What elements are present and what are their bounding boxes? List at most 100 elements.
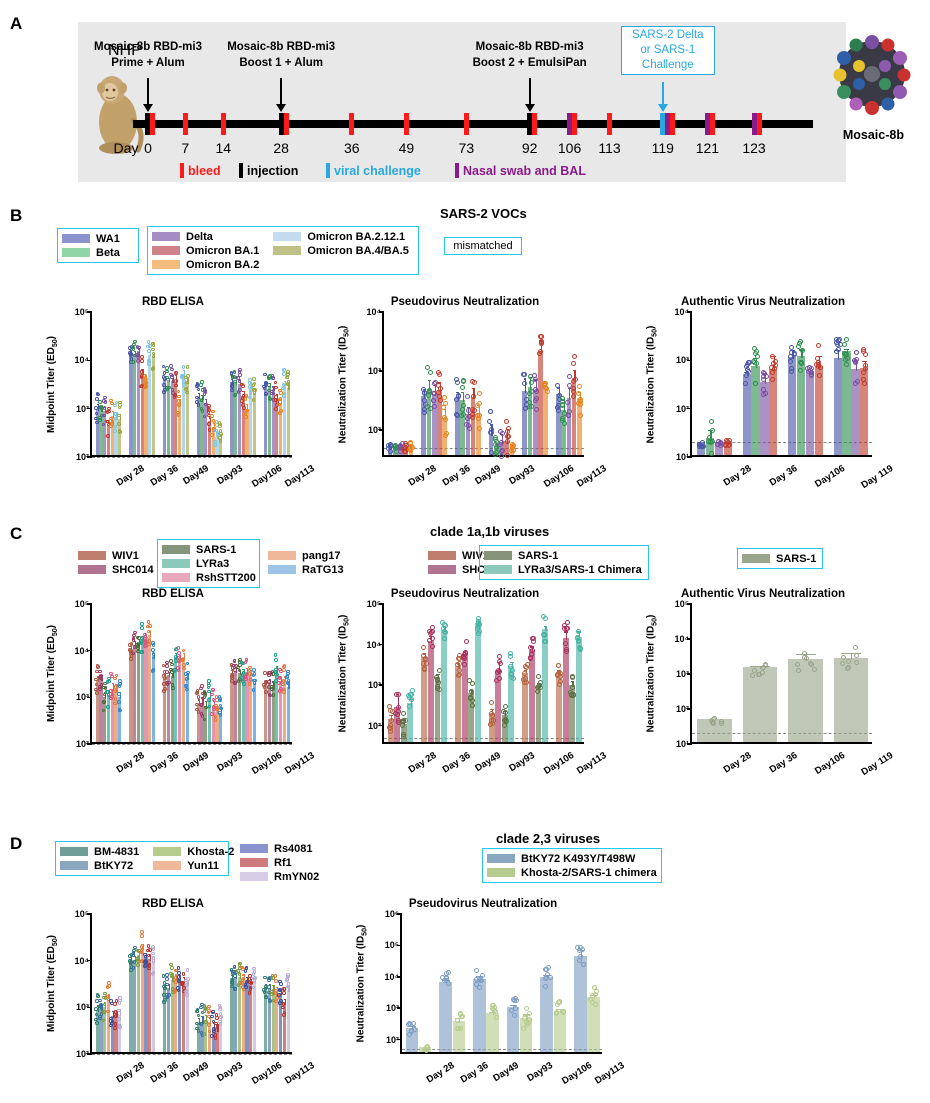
data-point: [853, 645, 859, 651]
bar: [185, 984, 189, 1052]
data-point: [143, 638, 148, 643]
data-point: [162, 371, 167, 375]
y-axis-tick-label: 10³: [675, 669, 689, 679]
y-axis-tick-mark: [379, 370, 384, 372]
data-point: [210, 711, 214, 716]
data-point: [131, 966, 136, 970]
data-point: [117, 1017, 121, 1021]
bar: [114, 690, 118, 742]
bar: [282, 384, 286, 455]
data-point: [286, 982, 291, 987]
bar: [163, 677, 167, 742]
bar: [742, 666, 778, 742]
error-bar-cap: [201, 1016, 204, 1018]
data-point: [131, 636, 136, 641]
error-bar: [851, 652, 853, 661]
data-point: [94, 677, 98, 682]
data-point: [140, 622, 144, 626]
y-axis-tick-label: 10⁵: [74, 909, 89, 919]
data-point: [218, 1012, 223, 1016]
data-point: [207, 422, 211, 426]
error-bar-cap: [152, 652, 155, 654]
data-point: [165, 660, 169, 665]
error-bar-cap: [249, 670, 253, 672]
data-point: [478, 977, 484, 983]
error-bar-cap: [182, 370, 185, 372]
data-point: [173, 393, 177, 397]
data-point: [215, 1016, 219, 1020]
data-point: [706, 435, 712, 441]
data-point: [443, 400, 449, 406]
data-point: [787, 354, 793, 360]
error-bar: [105, 1002, 107, 1010]
mosaic-8b-nanoparticle-icon: [833, 35, 911, 115]
error-bar: [112, 410, 114, 418]
data-point: [724, 438, 730, 444]
data-point: [511, 442, 516, 448]
data-point: [248, 665, 252, 670]
data-point: [185, 365, 190, 369]
y-axis-tick-mark: [379, 643, 384, 646]
data-point: [207, 689, 212, 694]
error-bar: [153, 354, 155, 359]
bar: [151, 960, 156, 1052]
data-point: [577, 383, 583, 389]
timeline-tick-day-14: [220, 113, 226, 135]
error-bar: [168, 378, 170, 383]
error-bar: [179, 975, 182, 981]
error-bar: [202, 394, 204, 401]
error-bar: [183, 370, 185, 376]
x-axis-tick-label: Day113: [283, 750, 317, 777]
data-point: [844, 336, 850, 342]
x-axis-tick-label: Day113: [283, 463, 317, 490]
y-axis-label: Neutralization Titer (ID50): [337, 614, 351, 733]
x-axis-tick-label: Day106: [541, 463, 576, 490]
data-point: [240, 978, 245, 982]
data-point: [234, 375, 238, 380]
error-bar-cap: [543, 625, 548, 627]
data-point: [202, 689, 207, 694]
bar: [103, 697, 107, 742]
error-bar: [837, 349, 840, 360]
data-point: [709, 428, 715, 434]
y-axis-tick-label: 10²: [367, 720, 381, 731]
error-bar: [232, 669, 234, 676]
data-point: [532, 372, 538, 378]
chart-title: Pseudovirus Neutralization: [390, 296, 540, 308]
data-point: [129, 653, 134, 658]
legend-swatch: [153, 861, 182, 870]
x-axis-tick-label: Day106: [541, 750, 576, 777]
data-point: [795, 667, 801, 673]
data-point: [474, 968, 480, 974]
data-point: [176, 966, 181, 970]
x-axis-tick-label: Day 36: [148, 1060, 181, 1086]
error-bar-cap: [276, 987, 279, 989]
error-bar: [209, 1017, 212, 1025]
data-point: [132, 342, 136, 347]
plot-area: 10² 10³ 10⁴: [367, 307, 584, 459]
data-point: [94, 682, 99, 687]
data-point: [547, 975, 553, 981]
error-bar: [116, 412, 118, 420]
data-point: [576, 390, 582, 396]
data-point: [285, 977, 290, 982]
data-point: [195, 395, 199, 400]
legend-item: Delta: [152, 230, 259, 243]
data-point: [282, 687, 287, 692]
data-point: [425, 393, 431, 399]
data-point: [274, 679, 278, 683]
data-point: [147, 639, 151, 643]
data-point: [571, 386, 577, 392]
data-point: [431, 390, 437, 396]
data-point: [590, 999, 596, 1005]
mismatched-tag: mismatched: [444, 237, 522, 255]
data-point: [146, 948, 151, 953]
legend-swatch: [152, 232, 180, 241]
data-point: [456, 673, 462, 679]
data-point: [162, 998, 167, 1002]
x-axis-tick-label: Day49: [473, 750, 504, 775]
x-axis-tick-label: Day 36: [767, 750, 799, 776]
error-bar: [108, 420, 111, 427]
chart-title: RBD ELISA: [142, 588, 204, 600]
data-point: [151, 648, 155, 652]
